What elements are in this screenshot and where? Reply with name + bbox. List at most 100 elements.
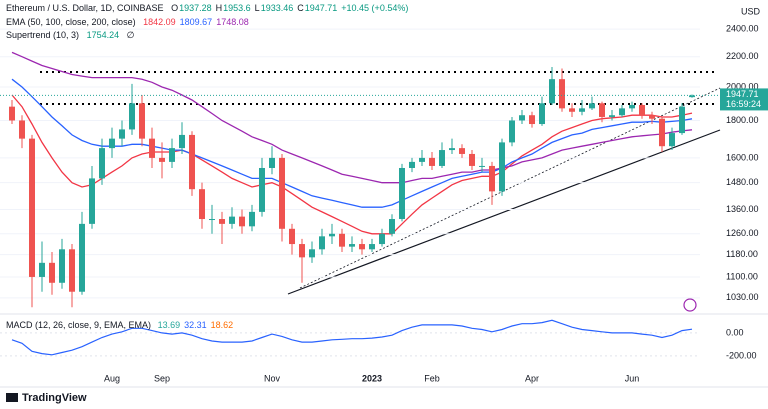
x-tick-label: 2023: [362, 373, 382, 383]
candle-body: [29, 138, 35, 277]
candle-body: [609, 115, 615, 117]
ema-value: 1809.67: [179, 16, 213, 27]
macd-tick-label: 0.00: [726, 327, 744, 337]
macd-tick-label: -200.00: [726, 350, 757, 360]
indicator-name: MACD (12, 26, close, 9, EMA, EMA): [6, 320, 152, 330]
ohlc-label: L: [254, 3, 260, 13]
candle-body: [479, 165, 485, 167]
candle-body: [169, 148, 175, 162]
candle-body: [589, 103, 595, 109]
symbol-row: Ethereum / U.S. Dollar, 1D, COINBASE O19…: [6, 2, 412, 16]
candle-body: [689, 95, 695, 98]
candle-body: [89, 178, 95, 224]
candle-body: [209, 219, 215, 221]
candle-body: [529, 115, 535, 125]
candle-body: [579, 108, 585, 112]
macd-value: 32.31: [184, 320, 207, 330]
price-change: +10.45 (+0.54%): [341, 3, 409, 13]
y-tick-label: 1030.00: [726, 292, 759, 302]
ohlc-label: H: [215, 3, 223, 13]
x-tick-label: Jun: [625, 373, 640, 383]
y-tick-label: 1360.00: [726, 204, 759, 214]
candle-body: [239, 216, 245, 227]
y-tick-label: 1800.00: [726, 115, 759, 125]
candle-body: [409, 161, 415, 168]
indicator-name: EMA (50, 100, close, 200, close): [6, 16, 136, 27]
candle-body: [339, 233, 345, 247]
indicator-name: Supertrend (10, 3): [6, 30, 80, 40]
candle-body: [559, 79, 565, 109]
ema-line: [11, 51, 693, 184]
candle-body: [379, 233, 385, 245]
ema-row: EMA (50, 100, close, 200, close) 1842.09…: [6, 16, 412, 30]
candle-body: [269, 157, 275, 168]
y-tick-label: 2400.00: [726, 23, 759, 33]
candle-body: [539, 103, 545, 125]
candle-body: [9, 106, 15, 121]
candle-body: [369, 244, 375, 250]
symbol-title: Ethereum / U.S. Dollar, 1D, COINBASE: [6, 3, 164, 13]
y-tick-label: 1600.00: [726, 152, 759, 162]
candle-body: [619, 108, 625, 116]
candle-body: [139, 103, 145, 139]
candle-body: [289, 228, 295, 245]
y-tick-label: 1100.00: [726, 271, 758, 281]
candle-body: [519, 115, 525, 121]
supertrend-row: Supertrend (10, 3) 1754.24 ∅: [6, 29, 412, 43]
candle-body: [19, 120, 25, 139]
candle-body: [419, 157, 425, 162]
candle-body: [69, 249, 75, 292]
candle-body: [349, 244, 355, 247]
indicator-values: 1842.09 1809.67 1748.08: [143, 17, 253, 27]
ema-value: 1748.08: [216, 16, 249, 27]
candle-body: [459, 148, 465, 154]
x-tick-label: Apr: [525, 373, 539, 383]
candle-body: [299, 244, 305, 258]
price-tag-countdown: 16:59:24: [726, 99, 761, 109]
currency-label: USD: [741, 6, 761, 16]
ema-line: [11, 78, 693, 208]
candle-body: [659, 118, 665, 147]
candle-body: [599, 103, 605, 117]
candle-body: [109, 138, 115, 149]
candle-body: [499, 142, 505, 192]
indicator-values: 1754.24: [87, 30, 124, 40]
candle-body: [199, 189, 205, 220]
indicator-extra: ∅: [126, 30, 135, 40]
candle-body: [79, 223, 85, 292]
candle-body: [489, 165, 495, 192]
candle-body: [639, 104, 645, 116]
candle-body: [179, 134, 185, 149]
chart-legend: Ethereum / U.S. Dollar, 1D, COINBASE O19…: [6, 2, 412, 43]
candle-body: [509, 120, 515, 143]
candle-body: [469, 153, 475, 166]
alert-icon[interactable]: [683, 298, 697, 312]
y-tick-label: 1180.00: [726, 249, 758, 259]
price-tag: [720, 88, 768, 111]
candle-body: [59, 249, 65, 283]
trendline: [299, 87, 721, 289]
candle-body: [549, 79, 555, 104]
x-tick-label: Nov: [264, 373, 281, 383]
indicator-values: 13.69 32.31 18.62: [158, 320, 238, 330]
candle-body: [329, 233, 335, 237]
candle-body: [219, 219, 225, 224]
macd-line: [11, 319, 693, 356]
candle-body: [629, 104, 635, 109]
candle-body: [119, 129, 125, 139]
candle-body: [439, 150, 445, 166]
candle-body: [159, 157, 165, 162]
macd-legend: MACD (12, 26, close, 9, EMA, EMA) 13.69 3…: [6, 320, 237, 330]
candle-body: [39, 262, 45, 277]
ema-line: [11, 94, 693, 235]
brand-logo: [6, 393, 18, 402]
candle-body: [359, 244, 365, 250]
ohlc-value: 1933.46: [260, 3, 294, 13]
candle-body: [429, 157, 435, 166]
candle-body: [149, 138, 155, 158]
candle-body: [129, 103, 135, 130]
candle-body: [389, 219, 395, 234]
macd-value: 18.62: [210, 320, 234, 330]
price-tag-value: 1947.71: [726, 89, 759, 99]
